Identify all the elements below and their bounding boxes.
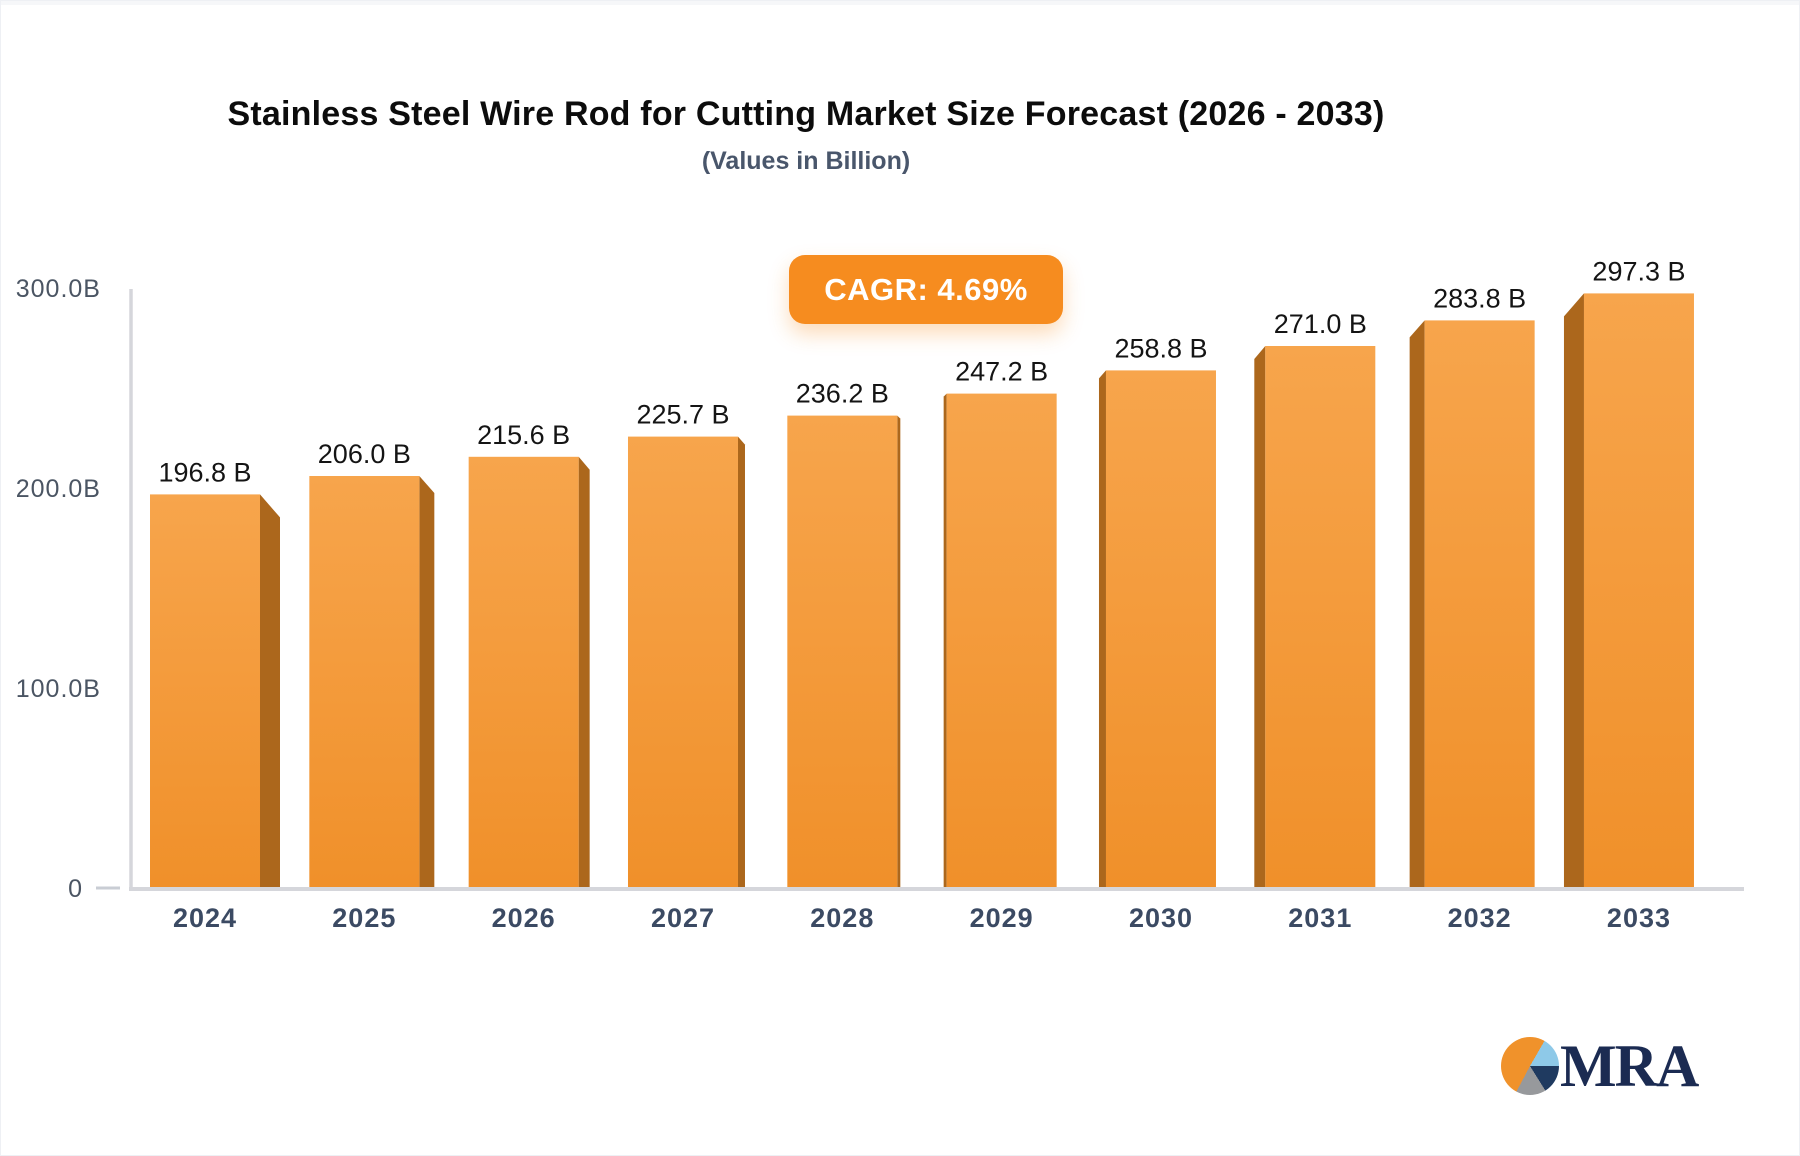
pie-chart-logo-icon [1501, 1037, 1559, 1095]
bar [787, 415, 898, 887]
bar-side [1563, 293, 1584, 887]
category-label: 2029 [970, 903, 1034, 933]
category-label: 2024 [173, 903, 237, 933]
bar [946, 393, 1057, 887]
y-tick-label: 300.0B [16, 275, 101, 303]
category-label: 2026 [492, 903, 556, 933]
value-label: 258.8 B [1114, 333, 1207, 363]
bar [309, 476, 420, 887]
cagr-badge-label: CAGR: 4.69% [824, 271, 1028, 307]
chart-title: Stainless Steel Wire Rod for Cutting Mar… [227, 95, 1385, 133]
bar-side [1409, 320, 1425, 887]
value-label: 225.7 B [636, 400, 729, 430]
y-tick-label: 0 [68, 875, 83, 903]
value-label: 196.8 B [158, 457, 251, 487]
chart-header: Stainless Steel Wire Rod for Cutting Mar… [131, 95, 1481, 176]
bar [1105, 370, 1216, 887]
bar [1583, 293, 1694, 887]
category-label: 2032 [1448, 903, 1512, 933]
bar [1424, 320, 1535, 887]
bar-side [419, 476, 435, 887]
value-label: 271.0 B [1274, 309, 1367, 339]
category-label: 2028 [810, 903, 874, 933]
chart-subtitle: (Values in Billion) [701, 147, 911, 175]
category-label: 2030 [1129, 903, 1193, 933]
top-border-strip [1, 1, 1799, 5]
bar-side [943, 393, 947, 887]
bar-side [737, 436, 745, 887]
bar-side [260, 494, 280, 887]
bar [1265, 346, 1376, 887]
bar [627, 436, 738, 887]
y-tick-label: 100.0B [16, 675, 101, 703]
mra-logo: MRA [1501, 1033, 1699, 1099]
bar-side [1098, 370, 1106, 887]
category-label: 2033 [1607, 903, 1671, 933]
value-label: 283.8 B [1433, 283, 1526, 313]
cagr-badge: CAGR: 4.69% [789, 255, 1063, 324]
value-label: 215.6 B [477, 420, 570, 450]
bar-side [578, 456, 590, 887]
value-label: 297.3 B [1592, 256, 1685, 286]
category-label: 2027 [651, 903, 715, 933]
bar-side [1254, 346, 1266, 887]
value-label: 236.2 B [796, 379, 889, 409]
bar [468, 456, 579, 887]
bar-side [897, 415, 901, 887]
bar [150, 494, 260, 887]
logo-text: MRA [1560, 1033, 1699, 1099]
category-label: 2031 [1288, 903, 1352, 933]
y-tick-label: 200.0B [16, 475, 101, 503]
category-label: 2025 [332, 903, 396, 933]
value-label: 247.2 B [955, 357, 1048, 387]
value-label: 206.0 B [318, 439, 411, 469]
